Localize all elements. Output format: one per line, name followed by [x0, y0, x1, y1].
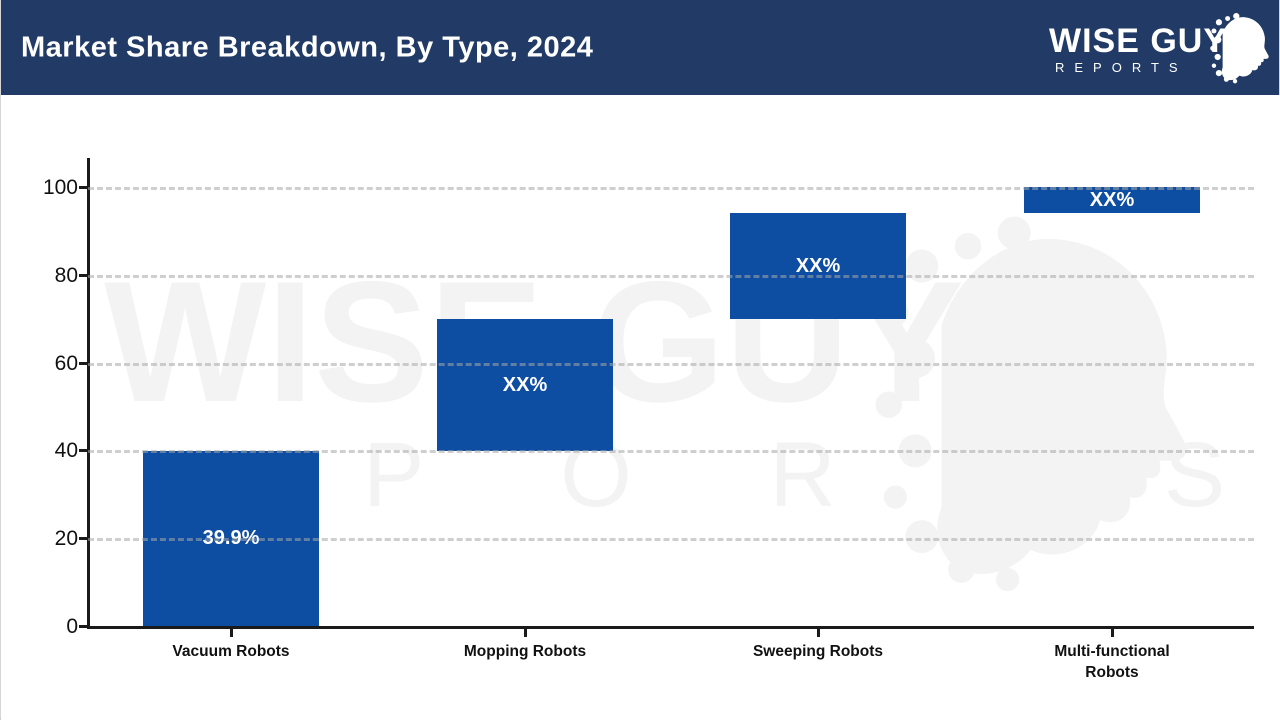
page-title: Market Share Breakdown, By Type, 2024: [21, 31, 594, 63]
gridline: [88, 362, 1254, 366]
y-tick-label: 20: [54, 527, 78, 551]
gridline: [88, 538, 1254, 542]
y-tick-mark: [79, 186, 87, 189]
y-tick-mark: [79, 273, 87, 277]
bar-mopping-robots: XX%: [437, 318, 613, 451]
bar-multi-functional-robots: XX%: [1024, 187, 1200, 214]
y-tick-label: 100: [42, 176, 78, 199]
bar-value-label: XX%: [1089, 189, 1135, 212]
x-axis-line: [87, 626, 1254, 629]
y-tick-mark: [79, 537, 87, 541]
x-tick-mark: [817, 629, 820, 637]
y-tick-label: 80: [54, 263, 78, 287]
y-tick-mark: [79, 449, 87, 453]
watermark-face-icon: [869, 203, 1199, 603]
y-tick-mark: [79, 361, 87, 365]
logo-face-icon: [1209, 10, 1271, 86]
bar-value-label: XX%: [795, 255, 841, 277]
bar-value-label: XX%: [502, 373, 548, 396]
category-label-sweeping-robots: Sweeping Robots: [752, 643, 884, 660]
y-tick-label: 40: [54, 439, 78, 463]
y-tick-mark: [79, 625, 87, 628]
bar-sweeping-robots: XX%: [730, 213, 906, 319]
x-tick-mark: [524, 629, 527, 637]
gridline: [88, 450, 1254, 454]
header-bar: Market Share Breakdown, By Type, 2024 WI…: [1, 0, 1279, 95]
chart-area: WISE GUY P O R T S 39.9% XX% XX% XX%: [1, 95, 1280, 720]
gridline: [88, 187, 1254, 190]
logo-wise-guy-text: WISE GUY: [1049, 22, 1228, 60]
y-tick-label: 0: [66, 615, 78, 638]
category-label-mopping-robots: Mopping Robots: [463, 643, 587, 660]
category-label-multi-functional-robots: Multi-functional Robots: [1054, 643, 1170, 681]
logo-reports-text: REPORTS: [1055, 60, 1188, 75]
x-tick-mark: [230, 629, 233, 637]
y-tick-label: 60: [54, 351, 78, 375]
brand-logo: WISE GUY REPORTS: [1007, 4, 1267, 92]
y-axis-line: [87, 158, 90, 629]
category-label-vacuum-robots: Vacuum Robots: [172, 643, 290, 660]
gridline: [88, 274, 1254, 278]
x-tick-mark: [1111, 629, 1114, 637]
